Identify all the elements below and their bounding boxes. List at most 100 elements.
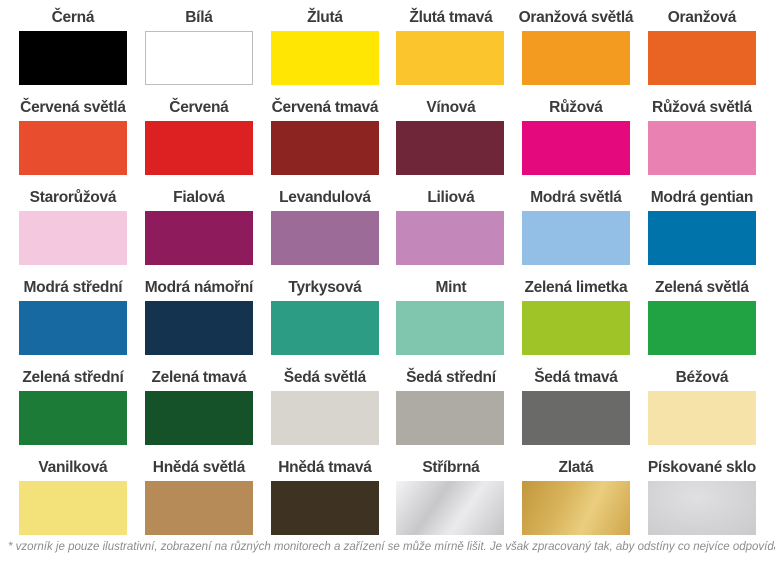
swatch-cell: Vanilková [10,454,136,544]
swatch-cell: Modrá střední [10,274,136,364]
swatch-color [522,301,631,355]
swatch-label: Starorůžová [29,189,117,206]
swatch-cell: Hnědá světlá [136,454,262,544]
swatch-color [648,391,757,445]
swatch-label: Černá [51,9,95,26]
swatch-color [270,481,379,535]
swatch-cell: Šedá tmavá [513,364,639,454]
swatch-label: Levandulová [278,189,371,206]
swatch-label: Pískované sklo [648,459,757,476]
swatch-cell: Tyrkysová [262,274,388,364]
swatch-cell: Zelená tmavá [136,364,262,454]
color-swatch-grid: Černá Bílá Žlutá Žlutá tmavá Oranžová světlá… [10,4,765,544]
swatch-color [18,301,127,355]
swatch-color [396,31,505,85]
swatch-color [18,391,127,445]
swatch-cell: Zelená limetka [513,274,639,364]
swatch-cell: Fialová [136,184,262,274]
swatch-label: Béžová [675,369,729,386]
swatch-cell: Žlutá tmavá [388,4,514,94]
swatch-cell: Červená tmavá [262,94,388,184]
swatch-color [18,31,127,85]
swatch-label: Modrá gentian [650,189,754,206]
swatch-cell: Oranžová světlá [513,4,639,94]
swatch-label: Červená [169,99,229,116]
swatch-color [396,211,505,265]
swatch-label: Šedá střední [405,369,496,386]
swatch-label: Červená světlá [20,99,126,116]
swatch-color [522,31,631,85]
swatch-color [270,121,379,175]
swatch-label: Fialová [173,189,225,206]
swatch-color [648,211,757,265]
swatch-cell: Šedá světlá [262,364,388,454]
swatch-label: Vínová [425,99,475,116]
swatch-cell: Zelená střední [10,364,136,454]
swatch-cell: Levandulová [262,184,388,274]
swatch-label: Hnědá tmavá [277,459,372,476]
swatch-cell: Modrá gentian [639,184,765,274]
swatch-color [522,211,631,265]
swatch-color [144,211,253,265]
swatch-color [648,121,757,175]
swatch-label: Šedá světlá [283,369,366,386]
swatch-cell: Liliová [388,184,514,274]
swatch-color [396,301,505,355]
swatch-color [522,481,631,535]
swatch-cell: Zelená světlá [639,274,765,364]
swatch-label: Stříbrná [421,459,480,476]
swatch-label: Hnědá světlá [152,459,246,476]
swatch-color [648,31,757,85]
swatch-label: Zelená střední [22,369,124,386]
swatch-label: Liliová [426,189,474,206]
swatch-label: Růžová světlá [652,99,752,116]
swatch-label: Tyrkysová [288,279,362,296]
swatch-label: Bílá [185,9,213,26]
swatch-label: Modrá námořní [144,279,254,296]
swatch-cell: Oranžová [639,4,765,94]
swatch-color [18,481,127,535]
swatch-color [648,481,757,535]
swatch-cell: Starorůžová [10,184,136,274]
swatch-label: Zlatá [558,459,594,476]
swatch-cell: Růžová světlá [639,94,765,184]
swatch-label: Zelená tmavá [151,369,247,386]
swatch-label: Vanilková [38,459,108,476]
swatch-color [396,121,505,175]
swatch-cell: Mint [388,274,514,364]
swatch-label: Oranžová světlá [518,9,634,26]
swatch-color [522,391,631,445]
swatch-cell: Pískované sklo [639,454,765,544]
swatch-color [270,301,379,355]
swatch-cell: Bílá [136,4,262,94]
disclaimer-note: * vzorník je pouze ilustrativní, zobraze… [8,541,775,553]
swatch-color [144,31,253,85]
swatch-color [396,391,505,445]
swatch-cell: Modrá námořní [136,274,262,364]
swatch-color [396,481,505,535]
swatch-cell: Hnědá tmavá [262,454,388,544]
swatch-cell: Šedá střední [388,364,514,454]
swatch-color [18,121,127,175]
swatch-color [648,301,757,355]
swatch-label: Oranžová [667,9,737,26]
swatch-color [270,391,379,445]
swatch-color [270,31,379,85]
swatch-cell: Modrá světlá [513,184,639,274]
swatch-label: Žlutá tmavá [408,9,492,26]
swatch-color [270,211,379,265]
swatch-label: Zelená limetka [524,279,628,296]
swatch-label: Zelená světlá [655,279,749,296]
swatch-cell: Růžová [513,94,639,184]
swatch-cell: Vínová [388,94,514,184]
swatch-color [144,121,253,175]
swatch-label: Mint [435,279,466,296]
swatch-cell: Stříbrná [388,454,514,544]
swatch-cell: Černá [10,4,136,94]
swatch-cell: Žlutá [262,4,388,94]
swatch-cell: Červená [136,94,262,184]
swatch-color [144,481,253,535]
swatch-label: Růžová [549,99,604,116]
swatch-cell: Zlatá [513,454,639,544]
swatch-cell: Červená světlá [10,94,136,184]
